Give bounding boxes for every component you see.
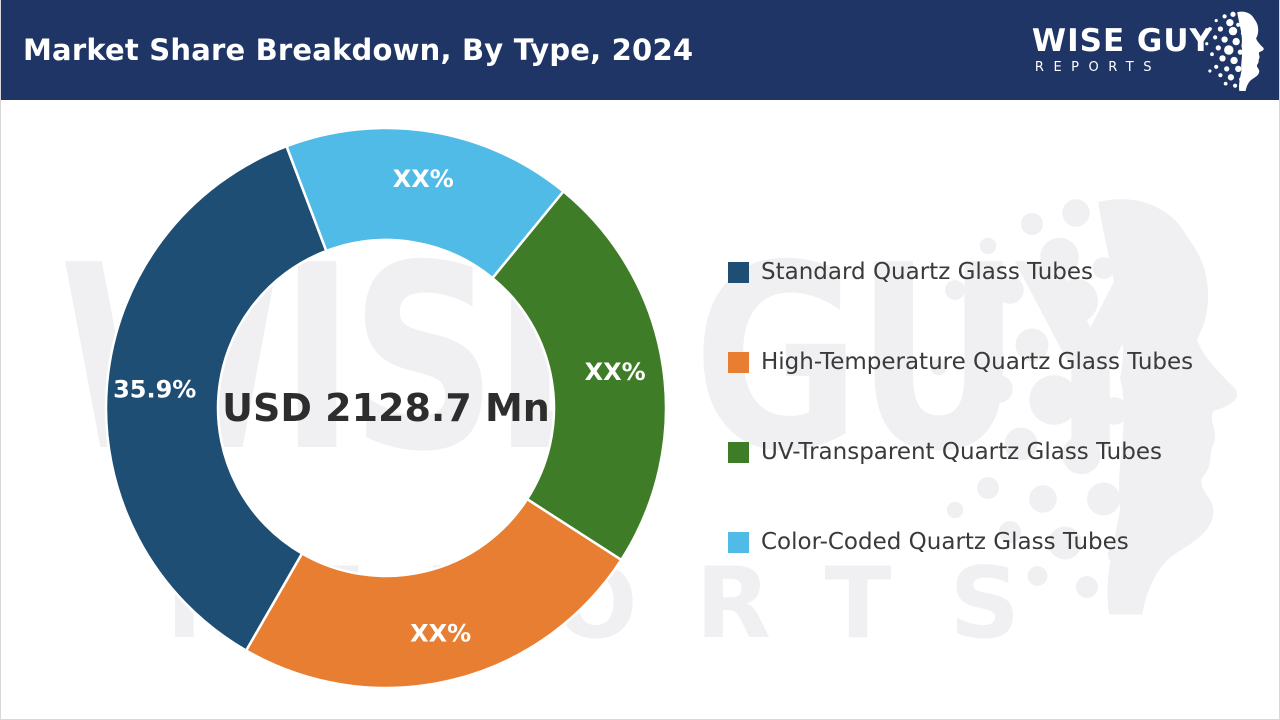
chart-center-value: USD 2128.7 Mn: [222, 386, 550, 430]
legend-swatch: [728, 351, 749, 373]
wiseguy-logo: WISE GUY REPORTS: [1032, 8, 1265, 92]
donut-segment: [104, 145, 328, 652]
legend-item: UV-Transparent Quartz Glass Tubes: [728, 438, 1193, 466]
legend-label: UV-Transparent Quartz Glass Tubes: [761, 439, 1162, 465]
legend-swatch: [728, 261, 749, 283]
donut-segment: [244, 497, 623, 690]
legend-item: Color-Coded Quartz Glass Tubes: [728, 528, 1193, 556]
legend-label: High-Temperature Quartz Glass Tubes: [761, 349, 1194, 375]
chart-legend: Standard Quartz Glass Tubes High-Tempera…: [728, 258, 1193, 618]
legend-label: Color-Coded Quartz Glass Tubes: [761, 529, 1129, 555]
legend-swatch: [728, 441, 749, 463]
legend-item: Standard Quartz Glass Tubes: [728, 258, 1193, 286]
segment-value-label: XX%: [585, 358, 646, 386]
donut-segment: [491, 190, 668, 562]
donut-segment: [285, 126, 565, 280]
segment-value-label: 35.9%: [113, 376, 196, 404]
page-title: Market Share Breakdown, By Type, 2024: [23, 33, 694, 67]
segment-value-label: XX%: [410, 620, 471, 648]
logo-title-text: WISE GUY: [1031, 23, 1213, 59]
header-bar: Market Share Breakdown, By Type, 2024 WI…: [1, 0, 1279, 100]
chart-area: WISE GUY REPORTS 35.9% XX% XX% XX% USD 2128…: [1, 100, 1280, 719]
legend-item: High-Temperature Quartz Glass Tubes: [728, 348, 1193, 376]
legend-label: Standard Quartz Glass Tubes: [761, 259, 1094, 285]
segment-value-label: XX%: [393, 165, 454, 193]
logo-subtitle-text: REPORTS: [1034, 60, 1162, 75]
donut-chart: 35.9% XX% XX% XX%: [104, 126, 668, 690]
legend-swatch: [728, 531, 749, 553]
logo-wordmark: WISE GUY REPORTS: [1031, 23, 1213, 75]
wiseguy-face-icon: [1201, 8, 1265, 92]
